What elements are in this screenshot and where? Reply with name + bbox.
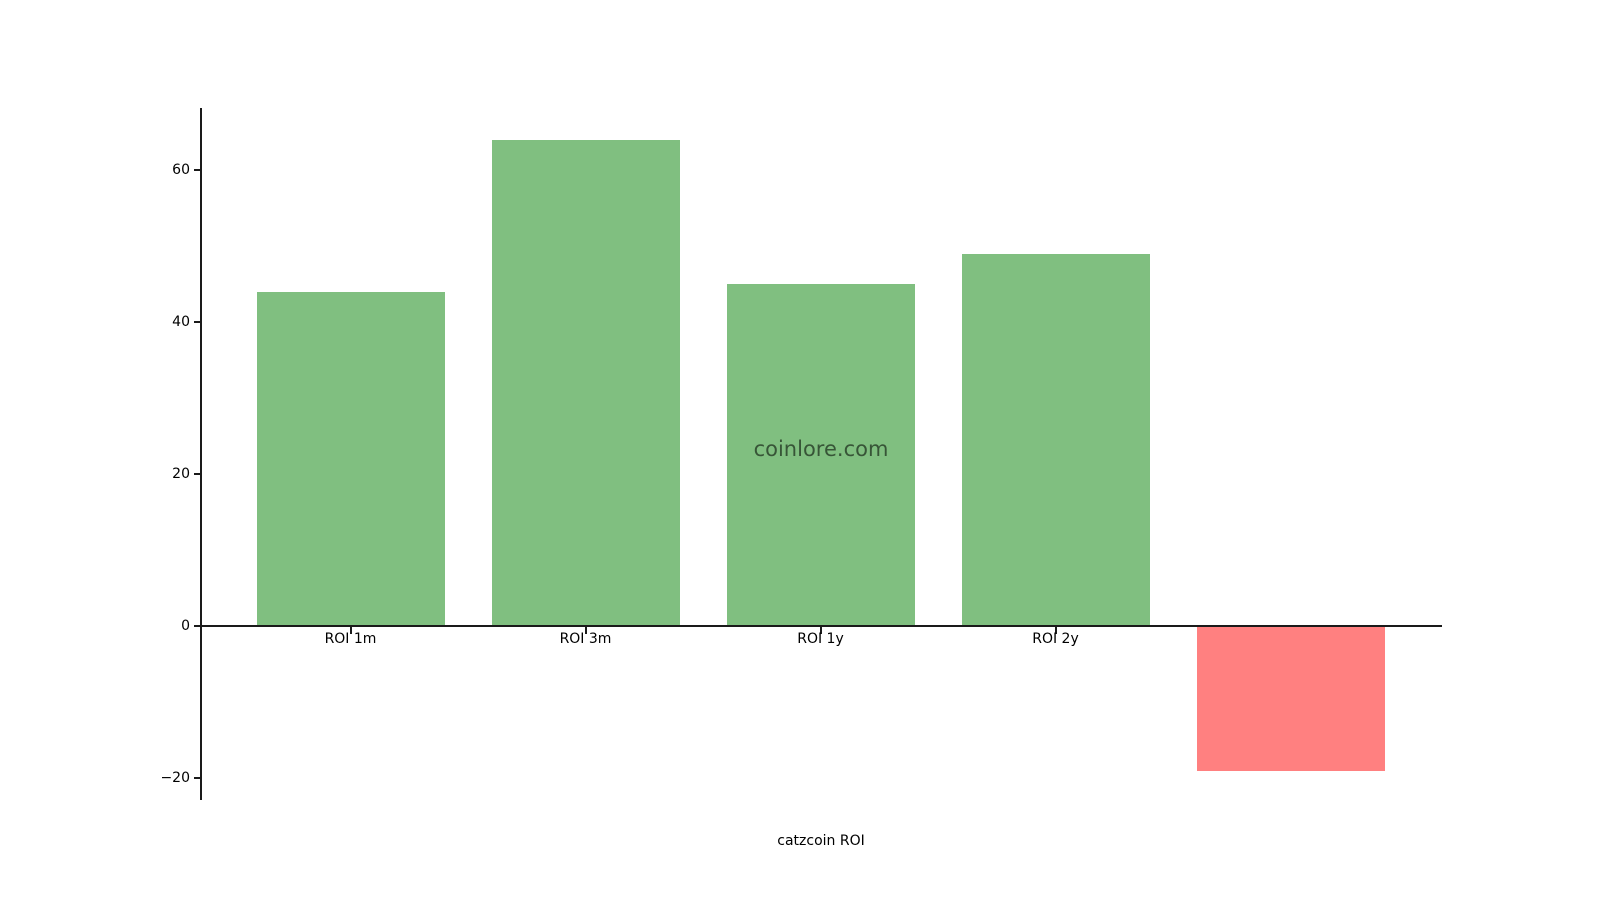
y-tick-mark [194,169,201,172]
x-tick-label: ROI 3m [559,631,612,647]
y-tick-label: 60 [172,162,190,179]
y-axis-line [200,108,202,800]
y-tick-label: 0 [181,618,190,635]
x-tick-mark [349,626,352,634]
watermark-text: coinlore.com [753,437,889,461]
y-tick-label: 40 [172,314,190,331]
x-tick-mark [1054,626,1057,634]
y-tick-mark [194,776,201,779]
y-tick-mark [194,473,201,476]
bar-roi-3m [491,139,680,627]
y-tick-label: −20 [160,769,190,786]
bar-roi-2y [961,253,1150,627]
x-axis-title: catzcoin ROI [777,833,865,849]
x-tick-label: ROI 1y [797,631,844,647]
x-tick-label: ROI 2y [1032,631,1079,647]
x-tick-mark [584,626,587,634]
x-tick-label: ROI 1m [324,631,377,647]
y-tick-mark [194,321,201,324]
y-tick-mark [194,625,201,628]
y-tick-label: 20 [172,466,190,483]
bar-unlabeled [1196,627,1385,772]
x-tick-mark [819,626,822,634]
bar-roi-1m [256,291,445,627]
bar-roi-1y [726,284,915,627]
